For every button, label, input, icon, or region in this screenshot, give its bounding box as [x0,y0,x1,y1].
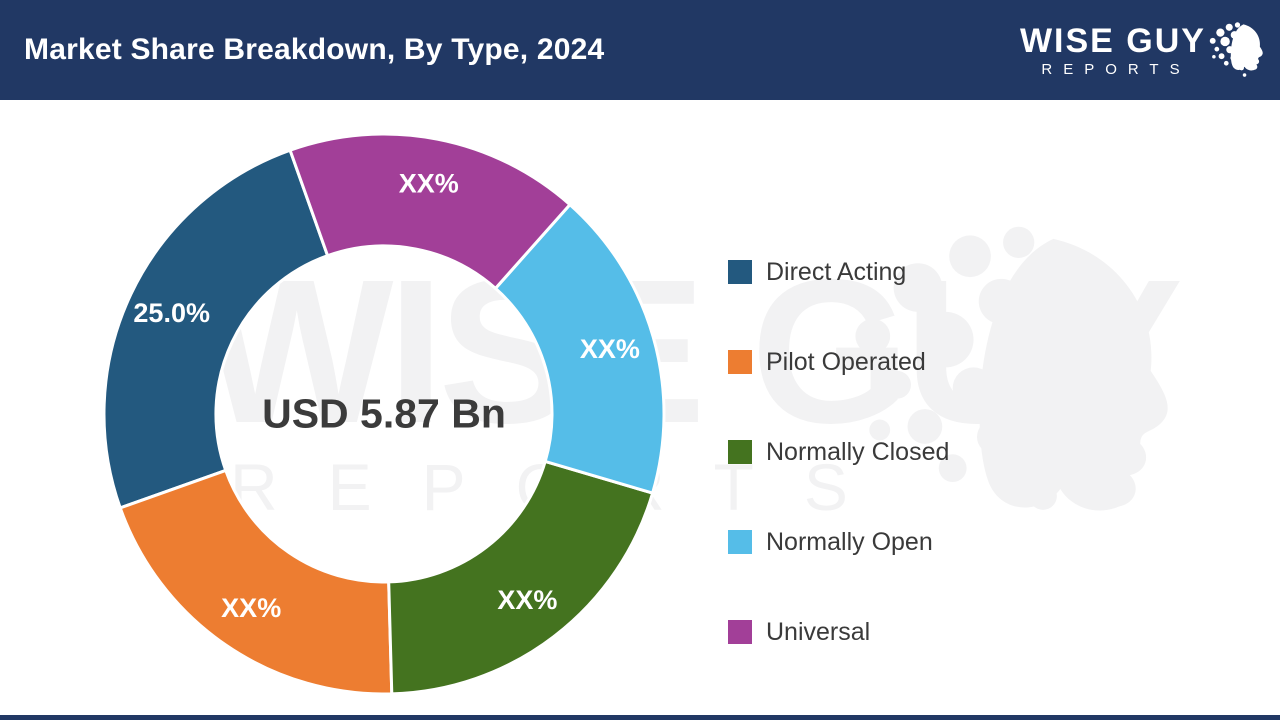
footer-bar [0,715,1280,720]
legend-item-universal: Universal [728,619,949,645]
legend-swatch-normally-open [728,530,752,554]
slice-label-pilot-operated: XX% [221,593,281,623]
slice-label-universal: XX% [399,168,459,198]
logo-wordmark: WISE GUY [1019,21,1206,60]
wise-guy-logo: WISE GUY REPORTS [1020,6,1264,94]
legend-label-normally-open: Normally Open [766,528,933,556]
legend-item-pilot-operated: Pilot Operated [728,349,949,375]
face-profile-dots-icon [1209,22,1263,77]
legend-item-normally-open: Normally Open [728,529,949,555]
slice-pilot-operated [118,468,394,696]
logo-subtext: REPORTS [1041,60,1191,78]
legend-label-normally-closed: Normally Closed [766,438,950,466]
slice-label-normally-closed: XX% [497,585,557,615]
slice-universal [288,132,572,290]
header-bar: Market Share Breakdown, By Type, 2024 WI… [0,0,1280,100]
chart-legend: Direct Acting Pilot Operated Normally Clos… [728,259,949,709]
legend-item-direct-acting: Direct Acting [728,259,949,285]
slice-label-normally-open: XX% [580,334,640,364]
slice-label-direct-acting: 25.0% [133,298,210,328]
legend-item-normally-closed: Normally Closed [728,439,949,465]
legend-swatch-direct-acting [728,260,752,284]
legend-label-pilot-operated: Pilot Operated [766,348,926,376]
slice-direct-acting [102,148,330,510]
legend-label-universal: Universal [766,618,871,646]
page-title: Market Share Breakdown, By Type, 2024 [24,33,605,66]
legend-swatch-universal [728,620,752,644]
watermark-face-icon [855,226,1168,511]
slice-normally-open [494,203,666,495]
legend-swatch-normally-closed [728,440,752,464]
slice-normally-closed [387,459,655,696]
chart-center-value: USD 5.87 Bn [262,390,506,437]
legend-swatch-pilot-operated [728,350,752,374]
legend-label-direct-acting: Direct Acting [766,258,907,286]
